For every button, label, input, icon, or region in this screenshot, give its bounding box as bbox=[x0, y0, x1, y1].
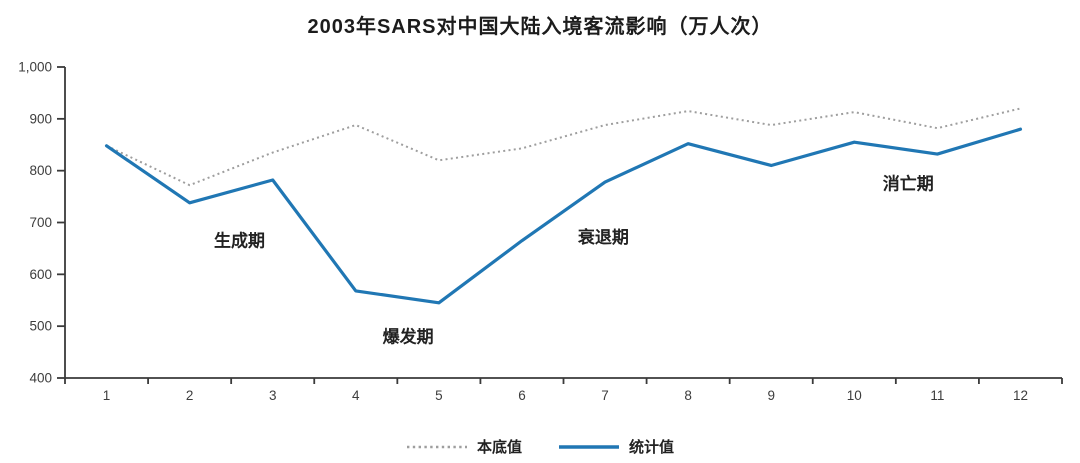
x-tick-label: 6 bbox=[518, 388, 526, 403]
x-tick-label: 9 bbox=[767, 388, 775, 403]
x-tick-label: 1 bbox=[103, 388, 111, 403]
series-actual bbox=[104, 127, 1023, 305]
legend-label-actual: 统计值 bbox=[629, 439, 675, 456]
x-tick-label: 8 bbox=[684, 388, 692, 403]
actual-line-sample-icon bbox=[559, 444, 619, 449]
y-tick-label: 900 bbox=[29, 111, 52, 126]
legend-item-baseline: 本底值 bbox=[406, 436, 522, 457]
y-tick-label: 500 bbox=[29, 319, 52, 334]
baseline-line-sample-icon bbox=[406, 445, 467, 448]
legend: 本底值 统计值 bbox=[0, 436, 1080, 457]
annotation-label: 衰退期 bbox=[577, 227, 629, 247]
x-tick-label: 7 bbox=[601, 388, 609, 403]
annotation-label: 消亡期 bbox=[883, 174, 934, 194]
legend-item-actual: 统计值 bbox=[558, 436, 674, 457]
x-tick-label: 5 bbox=[435, 388, 443, 403]
legend-label-baseline: 本底值 bbox=[476, 439, 522, 456]
x-tick-label: 10 bbox=[847, 388, 862, 403]
y-tick-label: 800 bbox=[29, 163, 52, 178]
annotation-label: 爆发期 bbox=[383, 327, 434, 347]
y-tick-label: 700 bbox=[29, 215, 52, 230]
x-tick-label: 11 bbox=[930, 388, 944, 403]
y-tick-label: 600 bbox=[29, 267, 52, 282]
series-baseline bbox=[106, 107, 1021, 187]
x-tick-label: 2 bbox=[186, 388, 194, 403]
annotation-label: 生成期 bbox=[214, 231, 265, 251]
x-tick-label: 3 bbox=[269, 388, 277, 403]
y-tick-label: 400 bbox=[29, 371, 52, 386]
y-tick-label: 1,000 bbox=[18, 60, 52, 75]
chart-title: 2003年SARS对中国大陆入境客流影响（万人次） bbox=[307, 16, 773, 38]
x-tick-label: 12 bbox=[1013, 388, 1028, 403]
x-tick-label: 4 bbox=[352, 388, 360, 403]
